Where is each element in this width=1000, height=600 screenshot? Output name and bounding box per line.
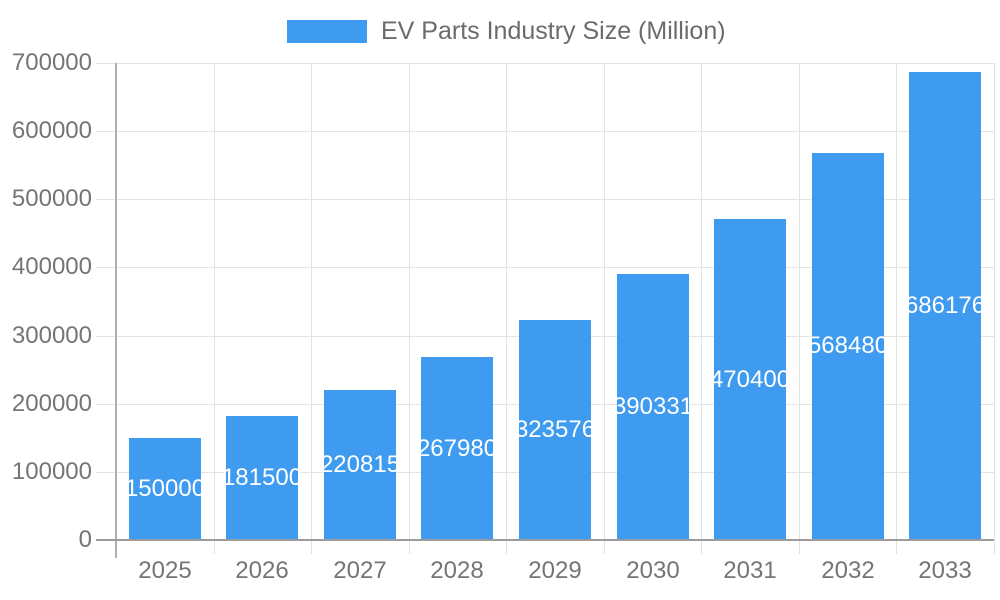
bar[interactable] <box>519 320 591 540</box>
y-tick-label: 300000 <box>11 322 92 349</box>
y-tick-label: 0 <box>78 526 92 553</box>
bar-value-label: 220815 <box>319 451 401 478</box>
y-gridline <box>96 267 994 268</box>
x-tick-label: 2026 <box>235 557 289 584</box>
bar-value-label: 267980 <box>416 435 498 462</box>
x-gridline <box>994 63 995 554</box>
bar-value-label: 323576 <box>514 416 596 443</box>
bar[interactable] <box>421 357 493 540</box>
legend-label: EV Parts Industry Size (Million) <box>381 16 726 45</box>
y-tick-label: 200000 <box>11 390 92 417</box>
bar-value-label: 390331 <box>612 393 694 420</box>
x-tick-label: 2029 <box>528 557 582 584</box>
bar[interactable] <box>226 416 298 540</box>
bar[interactable] <box>812 153 884 540</box>
x-gridline <box>311 63 312 554</box>
y-gridline <box>96 199 994 200</box>
x-axis-baseline <box>96 539 994 541</box>
bar[interactable] <box>324 390 396 540</box>
x-tick-label: 2030 <box>626 557 680 584</box>
x-gridline <box>701 63 702 554</box>
bar-value-label: 181500 <box>221 464 303 491</box>
x-gridline <box>409 63 410 554</box>
x-tick-label: 2032 <box>821 557 875 584</box>
x-gridline <box>604 63 605 554</box>
y-gridline <box>96 63 994 64</box>
bar-value-label: 568480 <box>807 332 889 359</box>
y-tick-label: 100000 <box>11 458 92 485</box>
x-gridline <box>896 63 897 554</box>
x-tick-label: 2027 <box>333 557 387 584</box>
bar[interactable] <box>617 274 689 540</box>
y-tick-label: 500000 <box>11 185 92 212</box>
bar-value-label: 470400 <box>709 366 791 393</box>
x-tick-label: 2028 <box>430 557 484 584</box>
x-gridline <box>506 63 507 554</box>
bar-value-label: 150000 <box>124 475 206 502</box>
y-tick-label: 600000 <box>11 117 92 144</box>
y-tick-label: 700000 <box>11 49 92 76</box>
bar[interactable] <box>714 219 786 540</box>
y-tick-label: 400000 <box>11 253 92 280</box>
x-gridline <box>799 63 800 554</box>
legend-swatch <box>287 19 367 43</box>
y-gridline <box>96 131 994 132</box>
bar-value-label: 686176 <box>904 292 986 319</box>
x-gridline <box>214 63 215 554</box>
bar[interactable] <box>909 72 981 540</box>
x-tick-label: 2025 <box>138 557 192 584</box>
x-tick-label: 2033 <box>918 557 972 584</box>
y-axis-line <box>115 63 117 558</box>
x-tick-label: 2031 <box>723 557 777 584</box>
bar[interactable] <box>129 438 201 540</box>
legend: EV Parts Industry Size (Million) <box>287 17 726 45</box>
